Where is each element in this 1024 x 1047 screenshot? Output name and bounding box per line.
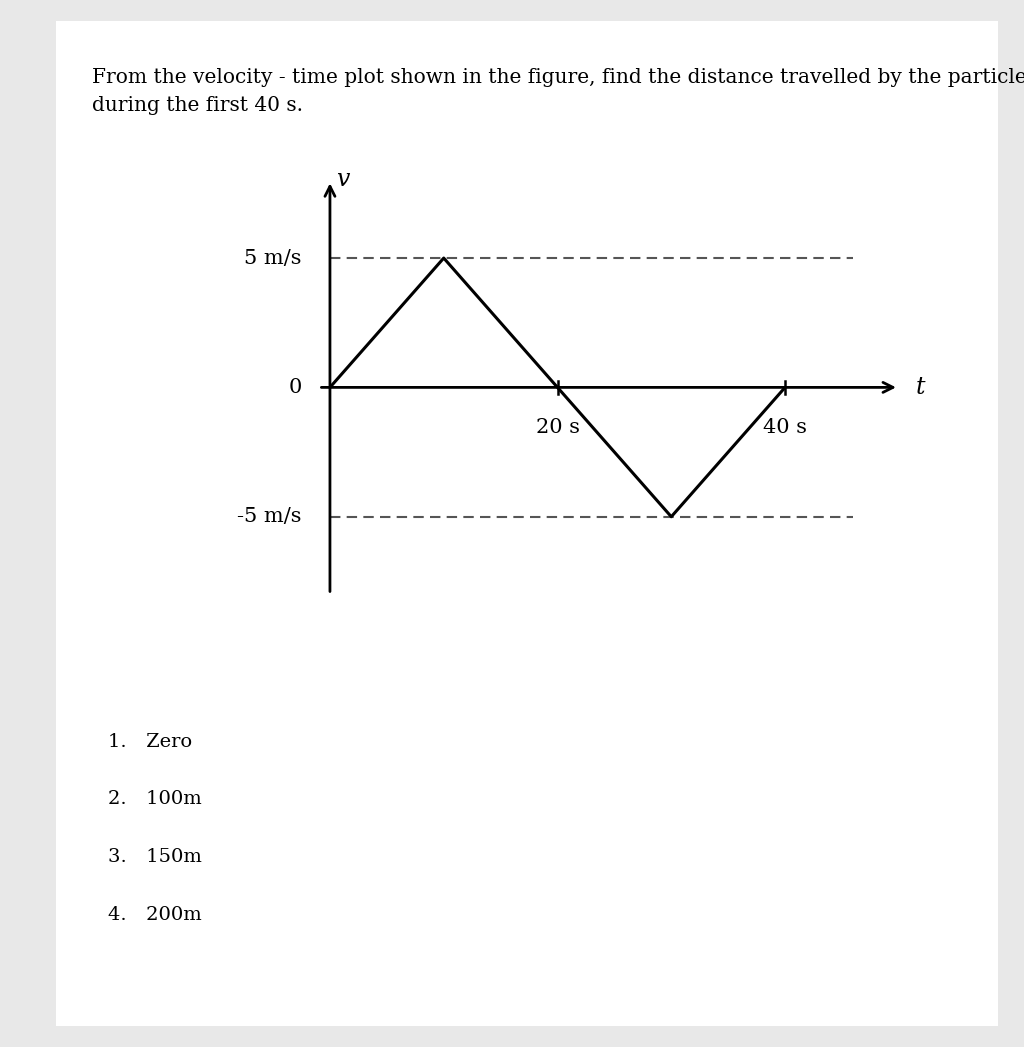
Text: From the velocity - time plot shown in the figure, find the distance travelled b: From the velocity - time plot shown in t… (92, 68, 1024, 115)
Text: 1. Zero: 1. Zero (108, 733, 191, 751)
Text: 5 m/s: 5 m/s (244, 248, 301, 268)
Text: 0: 0 (288, 378, 301, 397)
Text: 3. 150m: 3. 150m (108, 848, 202, 866)
Text: 2. 100m: 2. 100m (108, 790, 202, 808)
Text: 20 s: 20 s (536, 419, 580, 438)
Text: 40 s: 40 s (763, 419, 807, 438)
Text: t: t (915, 376, 926, 399)
Text: v: v (336, 168, 349, 191)
Text: -5 m/s: -5 m/s (237, 507, 301, 527)
Text: 4. 200m: 4. 200m (108, 906, 202, 923)
